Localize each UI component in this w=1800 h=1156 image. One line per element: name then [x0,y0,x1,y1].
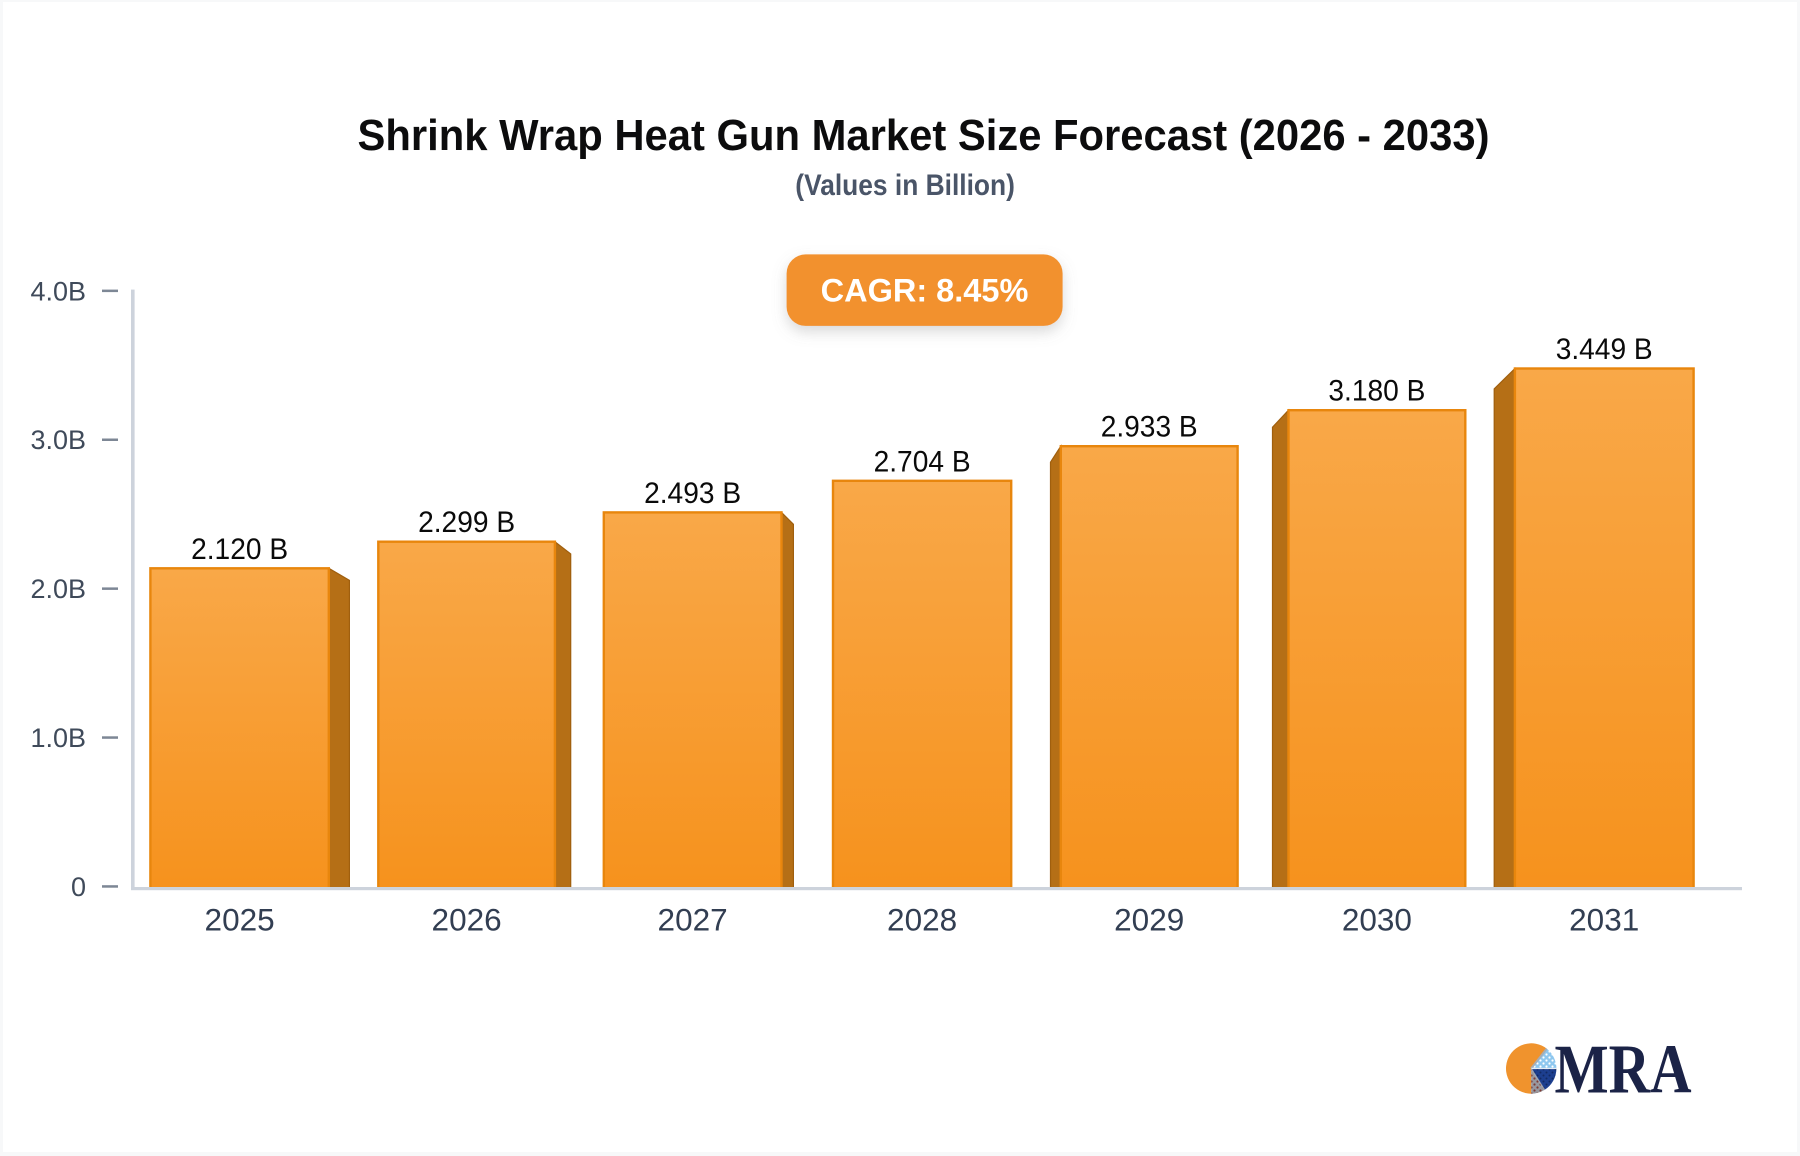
svg-text:Shrink Wrap Heat Gun Market Si: Shrink Wrap Heat Gun Market Size Forecas… [358,111,1490,160]
svg-text:2031: 2031 [1569,902,1639,938]
svg-text:2.120 B: 2.120 B [191,533,288,566]
svg-text:3.0B: 3.0B [30,425,86,455]
svg-text:4.0B: 4.0B [30,276,86,306]
svg-text:2030: 2030 [1342,902,1412,938]
svg-text:1.0B: 1.0B [30,723,86,753]
svg-text:2.0B: 2.0B [30,574,86,604]
svg-text:2.933 B: 2.933 B [1101,411,1198,444]
svg-text:2028: 2028 [887,902,957,938]
svg-text:CAGR: 8.45%: CAGR: 8.45% [821,273,1029,309]
svg-text:2027: 2027 [658,902,728,938]
svg-text:3.449 B: 3.449 B [1556,333,1653,366]
svg-text:2.299 B: 2.299 B [418,506,515,539]
svg-text:2.493 B: 2.493 B [644,477,741,510]
svg-text:(Values in Billion): (Values in Billion) [795,169,1015,202]
svg-text:2.704 B: 2.704 B [874,445,971,478]
svg-text:2029: 2029 [1114,902,1184,938]
svg-text:2026: 2026 [432,902,502,938]
svg-text:3.180 B: 3.180 B [1328,375,1425,408]
svg-text:0: 0 [71,872,86,902]
svg-text:2025: 2025 [205,902,275,938]
svg-text:MRA: MRA [1555,1032,1692,1109]
